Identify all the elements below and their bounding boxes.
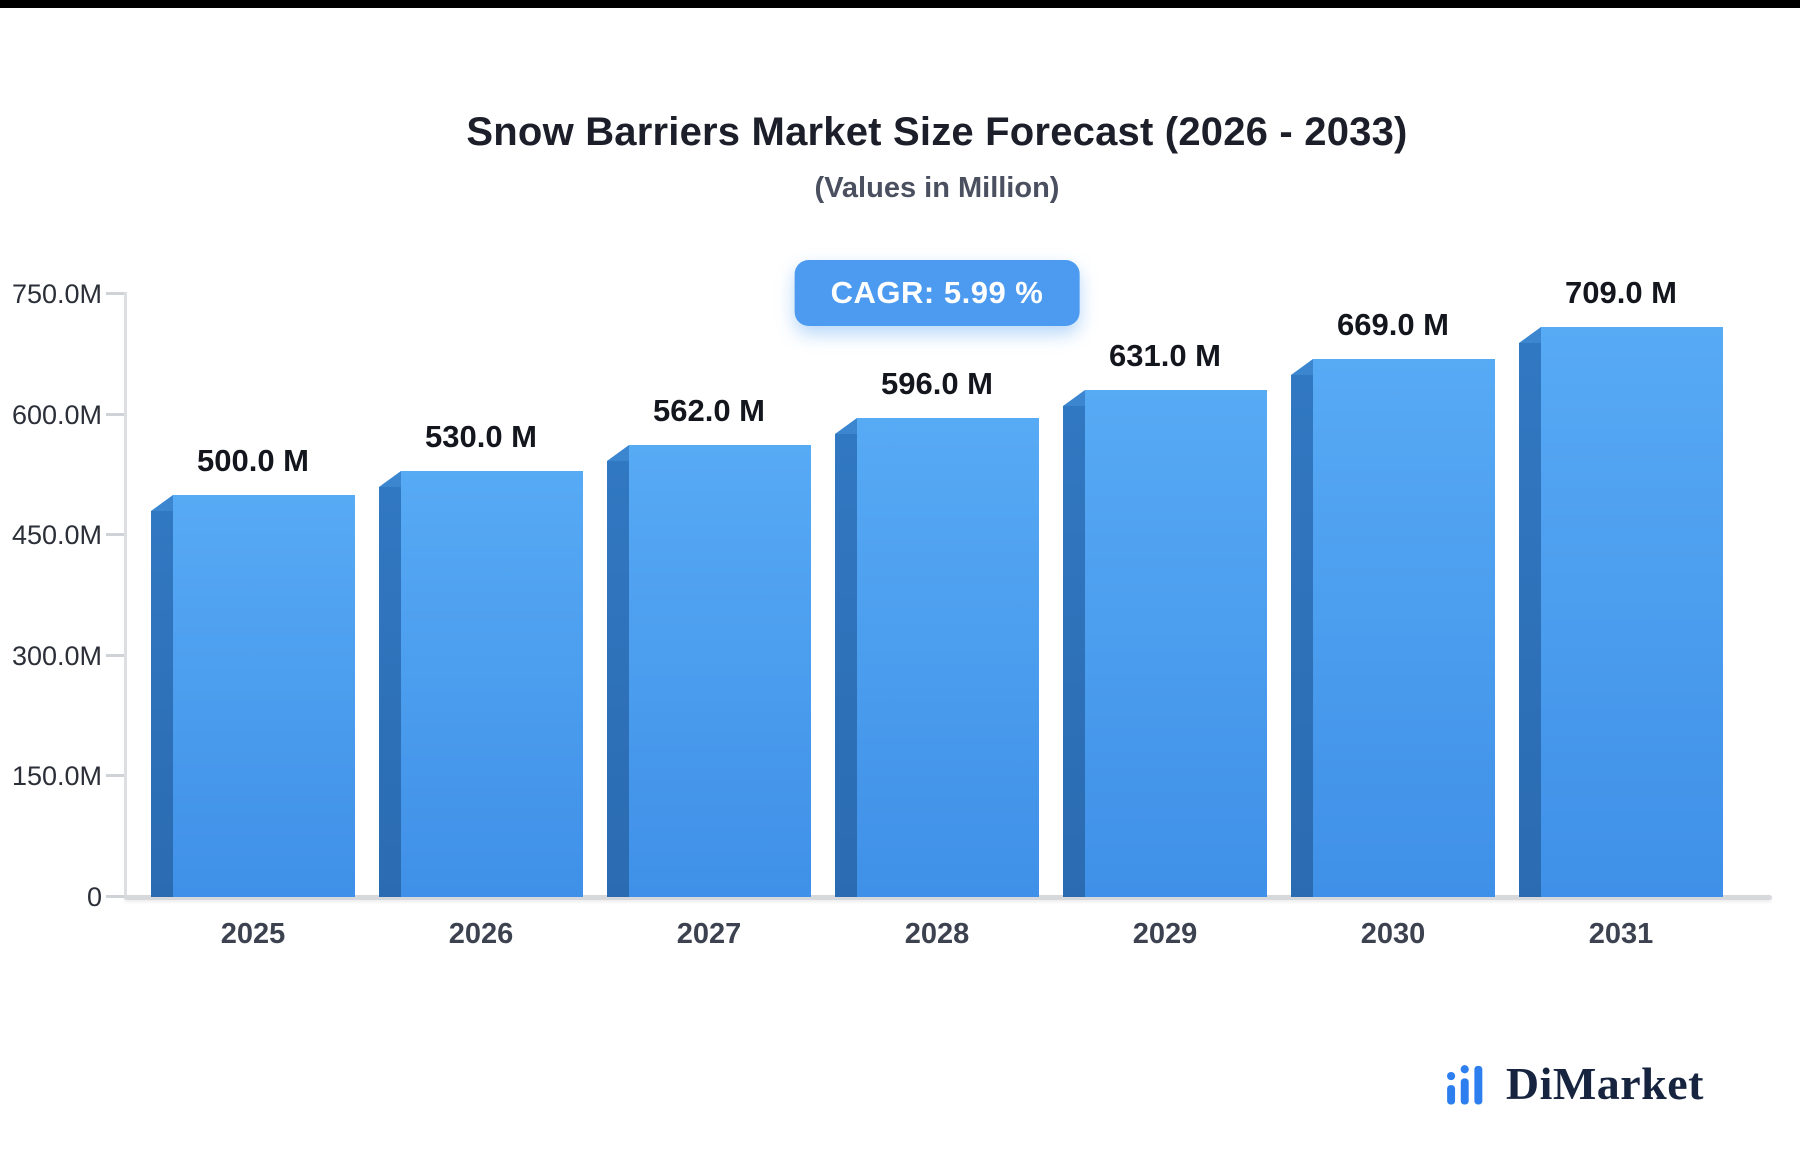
brand-logo: DiMarket (1442, 1057, 1704, 1110)
y-axis-tick (106, 412, 124, 416)
y-axis-tick (106, 533, 124, 537)
y-axis-label: 0 (86, 882, 102, 912)
y-axis-label: 300.0M (11, 640, 102, 671)
chart-subtitle: (Values in Million) (814, 172, 1060, 204)
bar-2026 (379, 471, 583, 897)
y-axis-line (124, 292, 127, 899)
bar-value-label: 562.0 M (652, 393, 765, 428)
x-axis-label: 2027 (676, 918, 742, 950)
x-axis-label: 2031 (1588, 918, 1654, 950)
y-axis-label: 450.0M (11, 520, 102, 551)
bar-2029 (1063, 390, 1267, 897)
bar-top-face (607, 445, 629, 461)
bar-value-label: 500.0 M (196, 443, 309, 478)
x-axis-label: 2026 (448, 918, 514, 950)
y-axis-tick (106, 292, 124, 295)
bar-top-face (379, 471, 401, 487)
bar-2027 (607, 445, 811, 897)
bar-chart-icon (1442, 1059, 1492, 1109)
cagr-label: CAGR: 5.99 % (830, 275, 1044, 310)
chart-title: Snow Barriers Market Size Forecast (2026… (466, 110, 1408, 154)
y-axis-tick (106, 653, 124, 657)
bar-value-label: 596.0 M (880, 366, 993, 401)
y-axis-tick (106, 895, 124, 898)
y-axis-label: 750.0M (11, 279, 102, 309)
x-axis-label: 2030 (1360, 918, 1426, 950)
bar-value-label: 669.0 M (1336, 307, 1449, 342)
top-border (0, 0, 1800, 8)
bar-side-face (1063, 406, 1085, 897)
bar-value-label: 530.0 M (424, 419, 537, 454)
brand-name: DiMarket (1505, 1058, 1704, 1109)
cagr-badge: CAGR: 5.99 % (794, 260, 1080, 326)
bar-side-face (1291, 375, 1313, 897)
x-axis-label: 2028 (904, 918, 970, 950)
bar-2025 (151, 495, 355, 897)
bar-top-face (835, 418, 857, 434)
bar-side-face (151, 511, 173, 897)
bar-top-face (151, 495, 173, 511)
x-axis-label: 2029 (1132, 918, 1198, 950)
bar-value-label: 631.0 M (1108, 338, 1221, 373)
y-axis-label: 150.0M (11, 761, 102, 792)
bar-2031 (1519, 327, 1723, 897)
bar-2028 (835, 418, 1039, 897)
y-axis-tick (106, 774, 124, 778)
bar-side-face (607, 461, 629, 897)
x-axis-baseline (124, 895, 1772, 900)
bar-top-face (1519, 327, 1541, 343)
bar-top-face (1291, 359, 1313, 375)
y-axis-label: 600.0M (11, 399, 102, 430)
bar-side-face (379, 487, 401, 897)
bar-top-face (1063, 390, 1085, 406)
x-axis-label: 2025 (220, 918, 286, 950)
bar-side-face (1519, 343, 1541, 897)
bar-2030 (1291, 359, 1495, 897)
bar-value-label: 709.0 M (1564, 275, 1677, 310)
bar-side-face (835, 434, 857, 897)
